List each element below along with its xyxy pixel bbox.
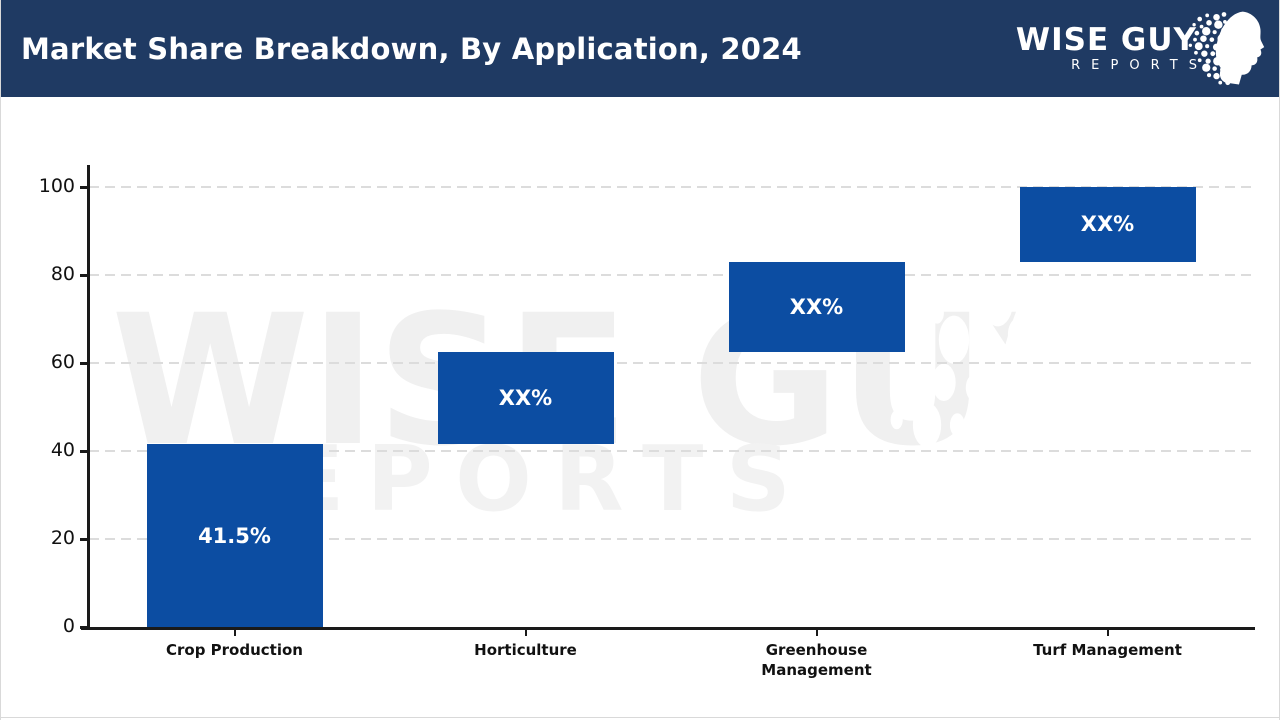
category-label: Greenhouse Management bbox=[761, 641, 872, 680]
gridline bbox=[89, 186, 1253, 188]
chart-area: WISE GUY REPORTS 0 20 40 60 80 100 41.5% Crop P… bbox=[1, 97, 1279, 720]
y-tick-label: 100 bbox=[38, 175, 75, 197]
bar-value-label: 41.5% bbox=[198, 523, 271, 548]
category-label: Horticulture bbox=[474, 641, 577, 659]
y-tick-mark bbox=[80, 450, 89, 453]
y-tick-mark bbox=[80, 362, 89, 365]
x-axis bbox=[81, 627, 1255, 630]
bar-value-label: XX% bbox=[789, 294, 844, 319]
x-tick-mark bbox=[524, 629, 527, 636]
bar: XX% bbox=[728, 261, 905, 352]
gridline bbox=[89, 538, 1253, 540]
category-label: Crop Production bbox=[166, 641, 303, 659]
y-tick-label: 0 bbox=[62, 615, 75, 637]
gridline bbox=[89, 274, 1253, 276]
y-tick-mark bbox=[80, 186, 89, 189]
y-tick-label: 20 bbox=[50, 527, 75, 549]
y-axis bbox=[87, 165, 90, 629]
y-tick-label: 60 bbox=[50, 351, 75, 373]
bar-value-label: XX% bbox=[1080, 212, 1135, 237]
x-tick-mark bbox=[1106, 629, 1109, 636]
y-tick-label: 40 bbox=[50, 439, 75, 461]
logo-wordmark: WISE GUY bbox=[1015, 21, 1197, 58]
header: Market Share Breakdown, By Application, … bbox=[1, 0, 1279, 97]
logo-text: WISE GUY REPORTS bbox=[1016, 24, 1197, 74]
gridline bbox=[89, 450, 1253, 452]
bar-value-label: XX% bbox=[498, 386, 553, 411]
bar: 41.5% bbox=[146, 444, 323, 627]
page-title: Market Share Breakdown, By Application, … bbox=[21, 31, 802, 66]
y-tick-mark bbox=[80, 538, 89, 541]
x-tick-mark bbox=[233, 629, 236, 636]
gridline bbox=[89, 362, 1253, 364]
bar: XX% bbox=[1019, 187, 1196, 262]
category-label: Turf Management bbox=[1033, 641, 1182, 659]
brand-logo: WISE GUY REPORTS bbox=[1016, 7, 1279, 91]
logo-face-icon bbox=[1188, 11, 1265, 85]
y-tick-label: 80 bbox=[50, 263, 75, 285]
bar: XX% bbox=[437, 352, 614, 445]
y-tick-mark bbox=[80, 274, 89, 277]
logo-subtitle: REPORTS bbox=[1071, 58, 1209, 74]
x-tick-mark bbox=[815, 629, 818, 636]
